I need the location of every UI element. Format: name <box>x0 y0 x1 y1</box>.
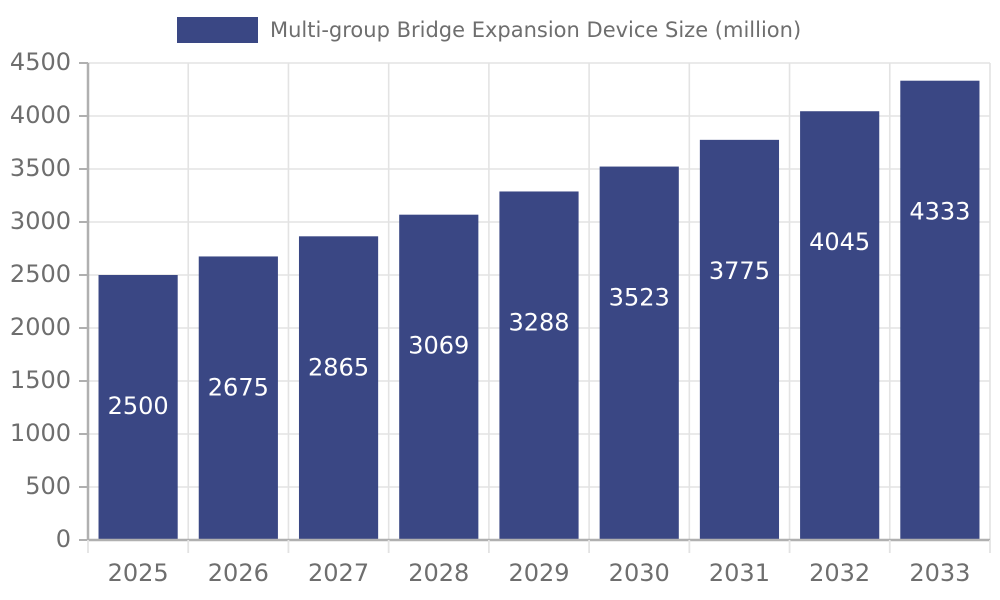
y-axis-tick-label: 4000 <box>10 101 71 129</box>
x-axis-tick-labels: 2025 2026 2027 2028 2029 2030 2031 2032 2033 <box>108 559 971 587</box>
bar-2031[interactable] <box>699 139 780 540</box>
bar-2027[interactable] <box>298 236 379 540</box>
y-axis-tick-label: 2500 <box>10 260 71 288</box>
bar-2028[interactable] <box>399 214 479 540</box>
chart-legend[interactable]: Multi-group Bridge Expansion Device Size… <box>177 17 801 43</box>
y-axis-tick-label: 3000 <box>10 207 71 235</box>
bar-2032[interactable] <box>800 111 880 540</box>
bar-value-labels: 2500 2675 2865 3069 3288 3523 3775 4045 4333 <box>108 198 971 420</box>
y-axis-tick-marks <box>79 62 88 541</box>
x-axis-tick-label: 2030 <box>609 559 670 587</box>
x-axis-tick-label: 2026 <box>208 559 269 587</box>
y-axis-tick-label: 0 <box>56 525 71 553</box>
bar-value-label-2033: 4333 <box>909 198 970 226</box>
bar-value-label-2025: 2500 <box>108 392 169 420</box>
bar-value-label-2029: 3288 <box>508 308 569 336</box>
y-axis-tick-label: 1500 <box>10 366 71 394</box>
x-axis-tick-label: 2027 <box>308 559 369 587</box>
y-axis-tick-label: 3500 <box>10 154 71 182</box>
bar-2029[interactable] <box>499 191 579 541</box>
bars-group <box>98 80 980 541</box>
bar-2025[interactable] <box>98 275 178 540</box>
x-axis-tick-label: 2029 <box>508 559 569 587</box>
y-axis-tick-label: 1000 <box>10 419 71 447</box>
x-axis-tick-label: 2025 <box>108 559 169 587</box>
bar-value-label-2032: 4045 <box>809 228 870 256</box>
bar-value-label-2027: 2865 <box>308 353 369 381</box>
y-axis-tick-label: 500 <box>25 472 71 500</box>
bar-2033[interactable] <box>900 80 980 541</box>
y-axis-tick-labels: 0 500 1000 1500 2000 2500 3000 3500 4000 4500 <box>10 48 71 553</box>
legend-entry-label: Multi-group Bridge Expansion Device Size… <box>270 18 801 42</box>
bar-value-label-2030: 3523 <box>609 284 670 312</box>
bar-2030[interactable] <box>599 166 679 540</box>
bar-value-label-2028: 3069 <box>408 332 469 360</box>
x-axis-tick-label: 2031 <box>709 559 770 587</box>
bar-value-label-2026: 2675 <box>208 373 269 401</box>
x-axis-tick-label: 2032 <box>809 559 870 587</box>
legend-color-swatch <box>177 17 258 43</box>
x-axis-tick-marks <box>87 540 991 553</box>
bar-value-label-2031: 3775 <box>709 257 770 285</box>
bar-2026[interactable] <box>198 256 278 540</box>
x-axis-tick-label: 2033 <box>909 559 970 587</box>
y-axis-tick-label: 2000 <box>10 313 71 341</box>
x-axis-tick-label: 2028 <box>408 559 469 587</box>
y-axis-tick-label: 4500 <box>10 48 71 76</box>
